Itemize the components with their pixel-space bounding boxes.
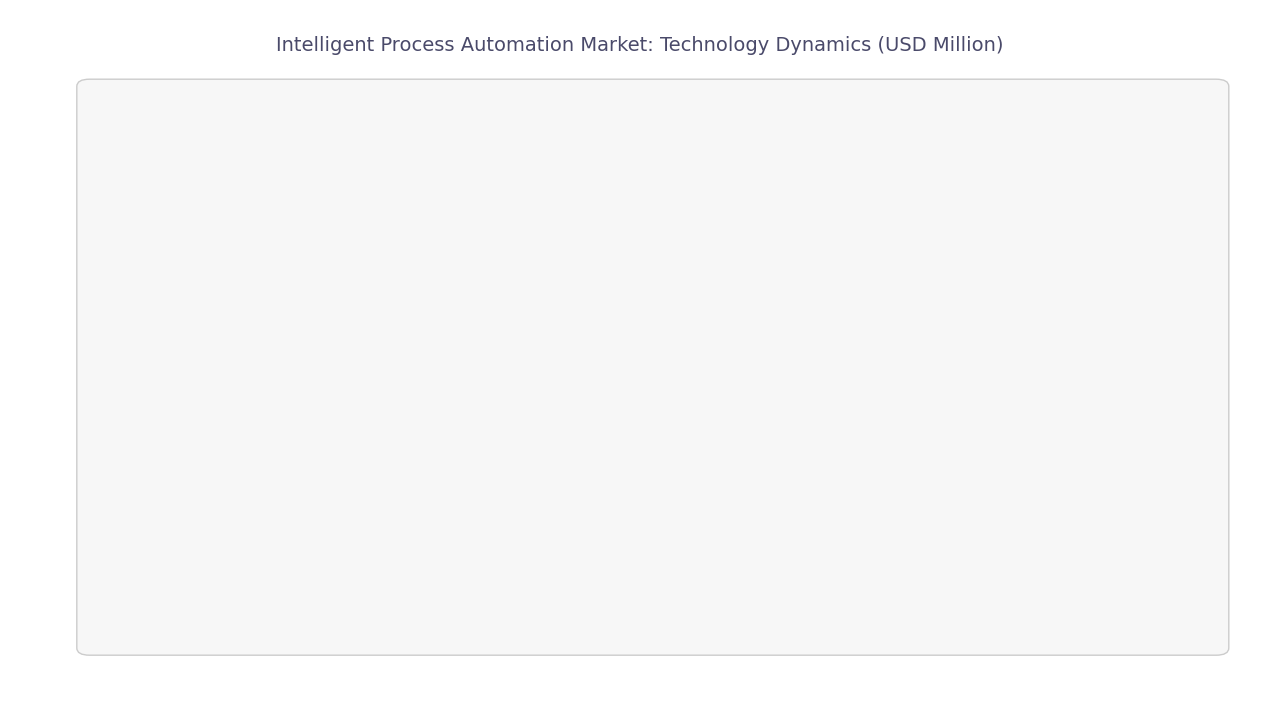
Bar: [922, 294, 973, 562]
Bar: [975, 354, 1028, 562]
Bar: [262, 233, 314, 562]
Bar: [1030, 367, 1082, 562]
Legend: Machine and Deep Learning, Natural Language Processing, Neural Networks, Virtual: Machine and Deep Learning, Natural Langu…: [264, 615, 1080, 640]
Bar: [316, 346, 369, 562]
Bar: [867, 173, 919, 562]
Bar: [371, 397, 422, 562]
Text: Intelligent Process Automation Market: Technology Dynamics (USD Million): Intelligent Process Automation Market: T…: [276, 36, 1004, 55]
Bar: [425, 415, 477, 562]
